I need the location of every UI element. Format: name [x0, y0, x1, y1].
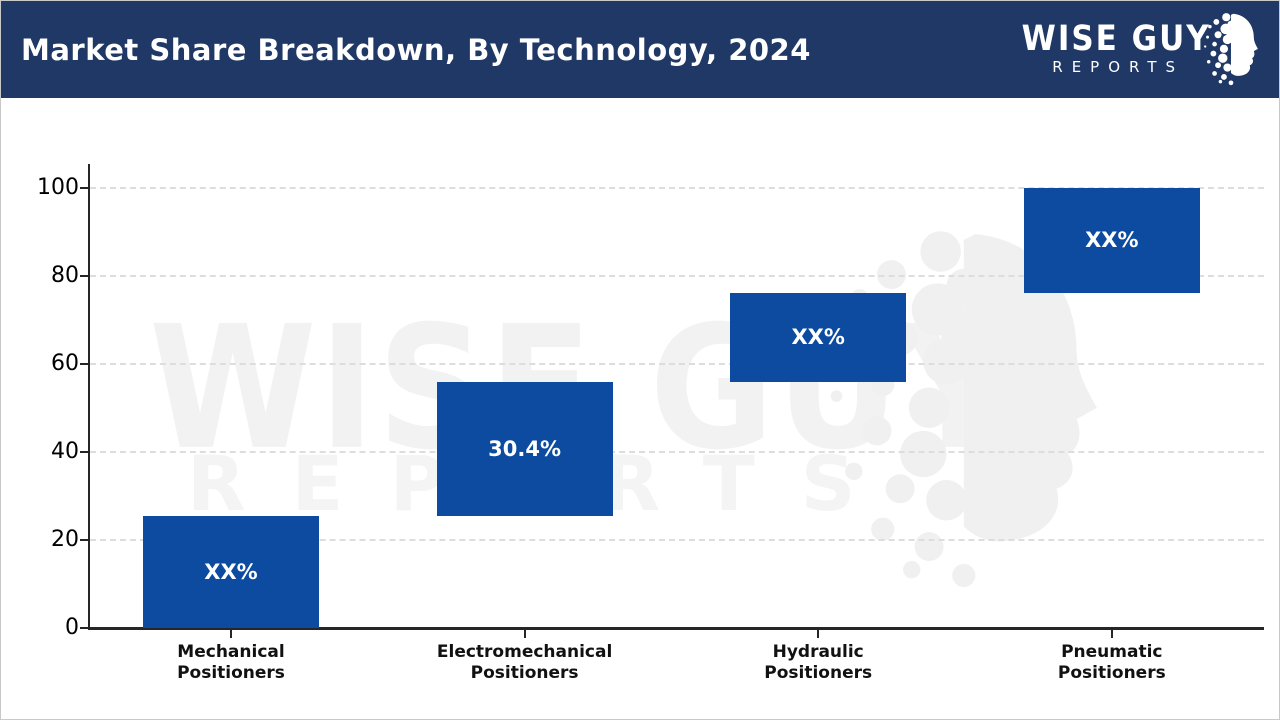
category-label-line: Positioners [1057, 663, 1166, 683]
bar-value-label: XX% [1085, 228, 1139, 253]
wise-guy-reports-logo: WISE GUY REPORTS [1022, 9, 1279, 91]
y-tick-label: 20 [51, 527, 79, 552]
y-gridline [90, 275, 1264, 277]
x-axis-tick [817, 630, 820, 638]
category-label: Electromechanical Positioners [385, 642, 665, 684]
category-label: Pneumatic Positioners [972, 642, 1252, 684]
watermark-face-icon [830, 231, 1097, 588]
header-band: Market Share Breakdown, By Technology, 2… [1, 1, 1279, 98]
logo-subtitle: REPORTS [1052, 57, 1185, 76]
x-axis-tick [523, 630, 526, 638]
y-axis-tick [80, 539, 89, 541]
category-label-line: Hydraulic [772, 642, 864, 662]
y-axis-tick [80, 275, 89, 277]
x-axis-tick [1110, 630, 1113, 638]
bar-value-label: 30.4% [488, 436, 562, 461]
y-gridline [90, 451, 1264, 453]
bar-value-label: XX% [791, 325, 845, 350]
category-label: Hydraulic Positioners [678, 642, 958, 684]
y-axis-line [88, 164, 90, 630]
bar-segment: XX% [143, 515, 319, 628]
logo-text: WISE GUY REPORTS [1021, 19, 1211, 76]
bar-segment: XX% [1023, 188, 1200, 293]
y-tick-label: 0 [65, 615, 79, 640]
category-label-line: Electromechanical [436, 642, 613, 662]
category-label-line: Positioners [764, 663, 873, 683]
logo-wordmark: WISE GUY [1021, 19, 1211, 60]
bar-value-label: XX% [204, 559, 258, 584]
y-tick-label: 100 [37, 175, 79, 200]
category-label-line: Positioners [470, 663, 579, 683]
y-gridline [90, 187, 1264, 189]
y-tick-label: 60 [51, 351, 79, 376]
y-gridline [90, 363, 1264, 365]
page-title: Market Share Breakdown, By Technology, 2… [21, 32, 811, 67]
dotted-face-icon [1203, 12, 1258, 85]
x-axis-line [88, 627, 1264, 630]
bar-segment: 30.4% [436, 382, 613, 516]
y-tick-label: 80 [51, 263, 79, 288]
category-label-line: Pneumatic [1061, 642, 1163, 662]
y-tick-label: 40 [51, 439, 79, 464]
y-axis-tick [80, 187, 89, 189]
category-label: Mechanical Positioners [91, 642, 371, 684]
x-axis-tick [230, 630, 232, 638]
y-axis-tick [80, 627, 89, 629]
y-axis-tick [80, 363, 89, 365]
bar-segment: XX% [730, 292, 907, 383]
y-axis-tick [80, 451, 89, 453]
category-label-line: Mechanical [177, 642, 285, 662]
category-label-line: Positioners [177, 663, 285, 683]
y-gridline [90, 539, 1264, 541]
